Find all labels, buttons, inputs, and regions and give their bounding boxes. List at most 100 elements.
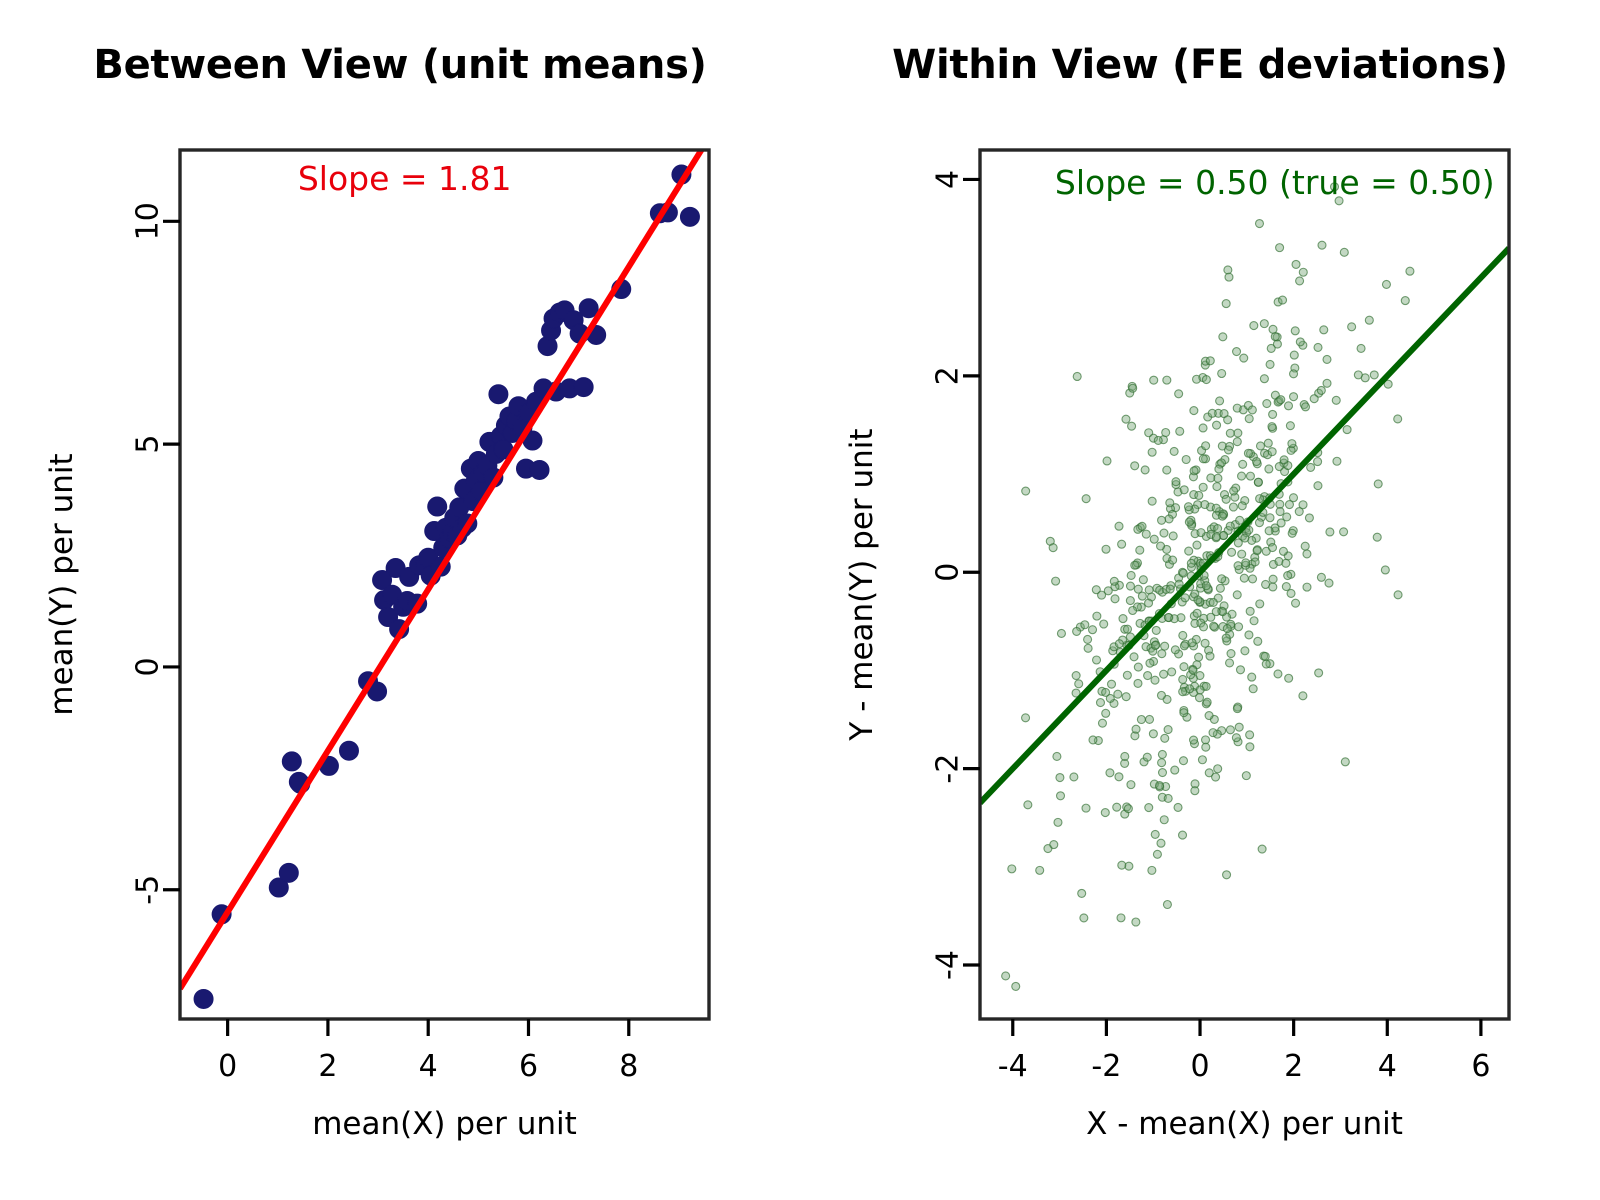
- data-point: [1112, 802, 1122, 812]
- data-point: [1207, 408, 1217, 418]
- data-point: [578, 298, 599, 319]
- data-point: [1314, 668, 1324, 678]
- data-point: [1268, 324, 1278, 334]
- data-point: [1264, 464, 1274, 474]
- data-point: [1240, 533, 1250, 543]
- data-point: [1110, 594, 1120, 604]
- data-point: [1227, 547, 1237, 557]
- data-point: [1232, 704, 1242, 714]
- data-point: [1145, 658, 1155, 668]
- data-point: [1267, 422, 1277, 432]
- data-point: [1168, 531, 1178, 541]
- data-point: [1114, 772, 1124, 782]
- data-point: [1212, 482, 1222, 492]
- data-point: [1127, 421, 1137, 431]
- x-tick-label: 0: [218, 1049, 237, 1084]
- data-point: [1149, 375, 1159, 385]
- data-point: [1163, 612, 1173, 623]
- data-point: [1322, 354, 1332, 364]
- data-point: [1263, 438, 1273, 448]
- data-point: [1245, 730, 1255, 740]
- data-point: [1128, 605, 1138, 616]
- data-point: [1240, 496, 1250, 506]
- data-point: [1277, 295, 1288, 305]
- data-point: [1250, 557, 1260, 567]
- data-point: [1144, 802, 1154, 813]
- data-point: [1294, 506, 1304, 517]
- x-tick-label: 8: [619, 1049, 638, 1084]
- data-point: [1148, 433, 1159, 443]
- data-point: [1325, 527, 1335, 537]
- data-point: [1289, 350, 1299, 360]
- data-point: [1295, 337, 1305, 347]
- data-point: [1393, 414, 1403, 424]
- data-point: [1001, 971, 1011, 981]
- data-point: [1251, 533, 1261, 543]
- data-point: [1179, 708, 1189, 718]
- data-point: [1011, 981, 1021, 991]
- data-point: [1245, 606, 1255, 616]
- data-point: [1116, 913, 1126, 923]
- data-point: [1131, 724, 1141, 734]
- data-point: [1200, 735, 1211, 745]
- slope-annotation: Slope = 0.50 (true = 0.50): [1055, 163, 1495, 202]
- data-point: [1194, 652, 1204, 662]
- data-point: [529, 459, 550, 480]
- x-tick-label: 6: [519, 1049, 538, 1084]
- data-point: [1369, 370, 1379, 380]
- data-point: [1083, 634, 1093, 644]
- data-point: [1273, 297, 1283, 307]
- data-point: [1356, 343, 1366, 353]
- data-point: [1101, 544, 1111, 554]
- data-point: [1195, 685, 1205, 695]
- data-point: [1100, 808, 1110, 818]
- data-point: [1262, 398, 1272, 409]
- data-point: [1237, 549, 1247, 559]
- x-tick-label: 2: [318, 1049, 337, 1084]
- data-point: [1393, 590, 1403, 600]
- data-point: [1268, 574, 1278, 584]
- data-point: [1133, 584, 1143, 594]
- data-point: [1193, 500, 1203, 510]
- data-point: [1105, 768, 1115, 778]
- data-point: [1279, 455, 1289, 465]
- data-point: [1194, 490, 1204, 501]
- data-point: [1170, 765, 1180, 775]
- data-point: [1347, 322, 1357, 332]
- x-tick-label: 4: [1378, 1049, 1397, 1084]
- data-point: [1144, 714, 1155, 725]
- data-point: [1087, 625, 1098, 635]
- data-point: [1254, 518, 1265, 528]
- data-point: [1163, 725, 1173, 735]
- data-point: [1232, 437, 1242, 447]
- data-point: [1252, 546, 1262, 556]
- data-point: [1244, 525, 1254, 535]
- data-point: [1340, 757, 1350, 767]
- data-point: [1150, 640, 1160, 651]
- data-point: [1187, 638, 1197, 648]
- data-point: [1383, 379, 1393, 389]
- data-point: [1097, 718, 1108, 728]
- data-point: [1197, 755, 1207, 765]
- x-axis-title: X - mean(X) per unit: [1086, 1106, 1403, 1142]
- data-point: [1170, 645, 1180, 655]
- data-point: [1139, 757, 1149, 767]
- data-point: [1149, 534, 1159, 544]
- data-point: [1339, 247, 1349, 257]
- data-point: [1097, 590, 1107, 600]
- data-point: [1143, 598, 1154, 608]
- data-point: [1147, 496, 1157, 506]
- data-point: [1309, 394, 1319, 404]
- data-point: [1239, 353, 1249, 363]
- data-point: [1275, 499, 1285, 509]
- data-point: [573, 377, 594, 398]
- data-point: [1252, 457, 1262, 467]
- x-tick-label: 2: [1284, 1049, 1303, 1084]
- data-point: [1173, 802, 1183, 812]
- data-point: [1114, 521, 1124, 531]
- data-point: [1247, 672, 1257, 682]
- data-point: [1300, 541, 1310, 551]
- data-point: [1281, 558, 1291, 568]
- data-point: [1181, 454, 1191, 465]
